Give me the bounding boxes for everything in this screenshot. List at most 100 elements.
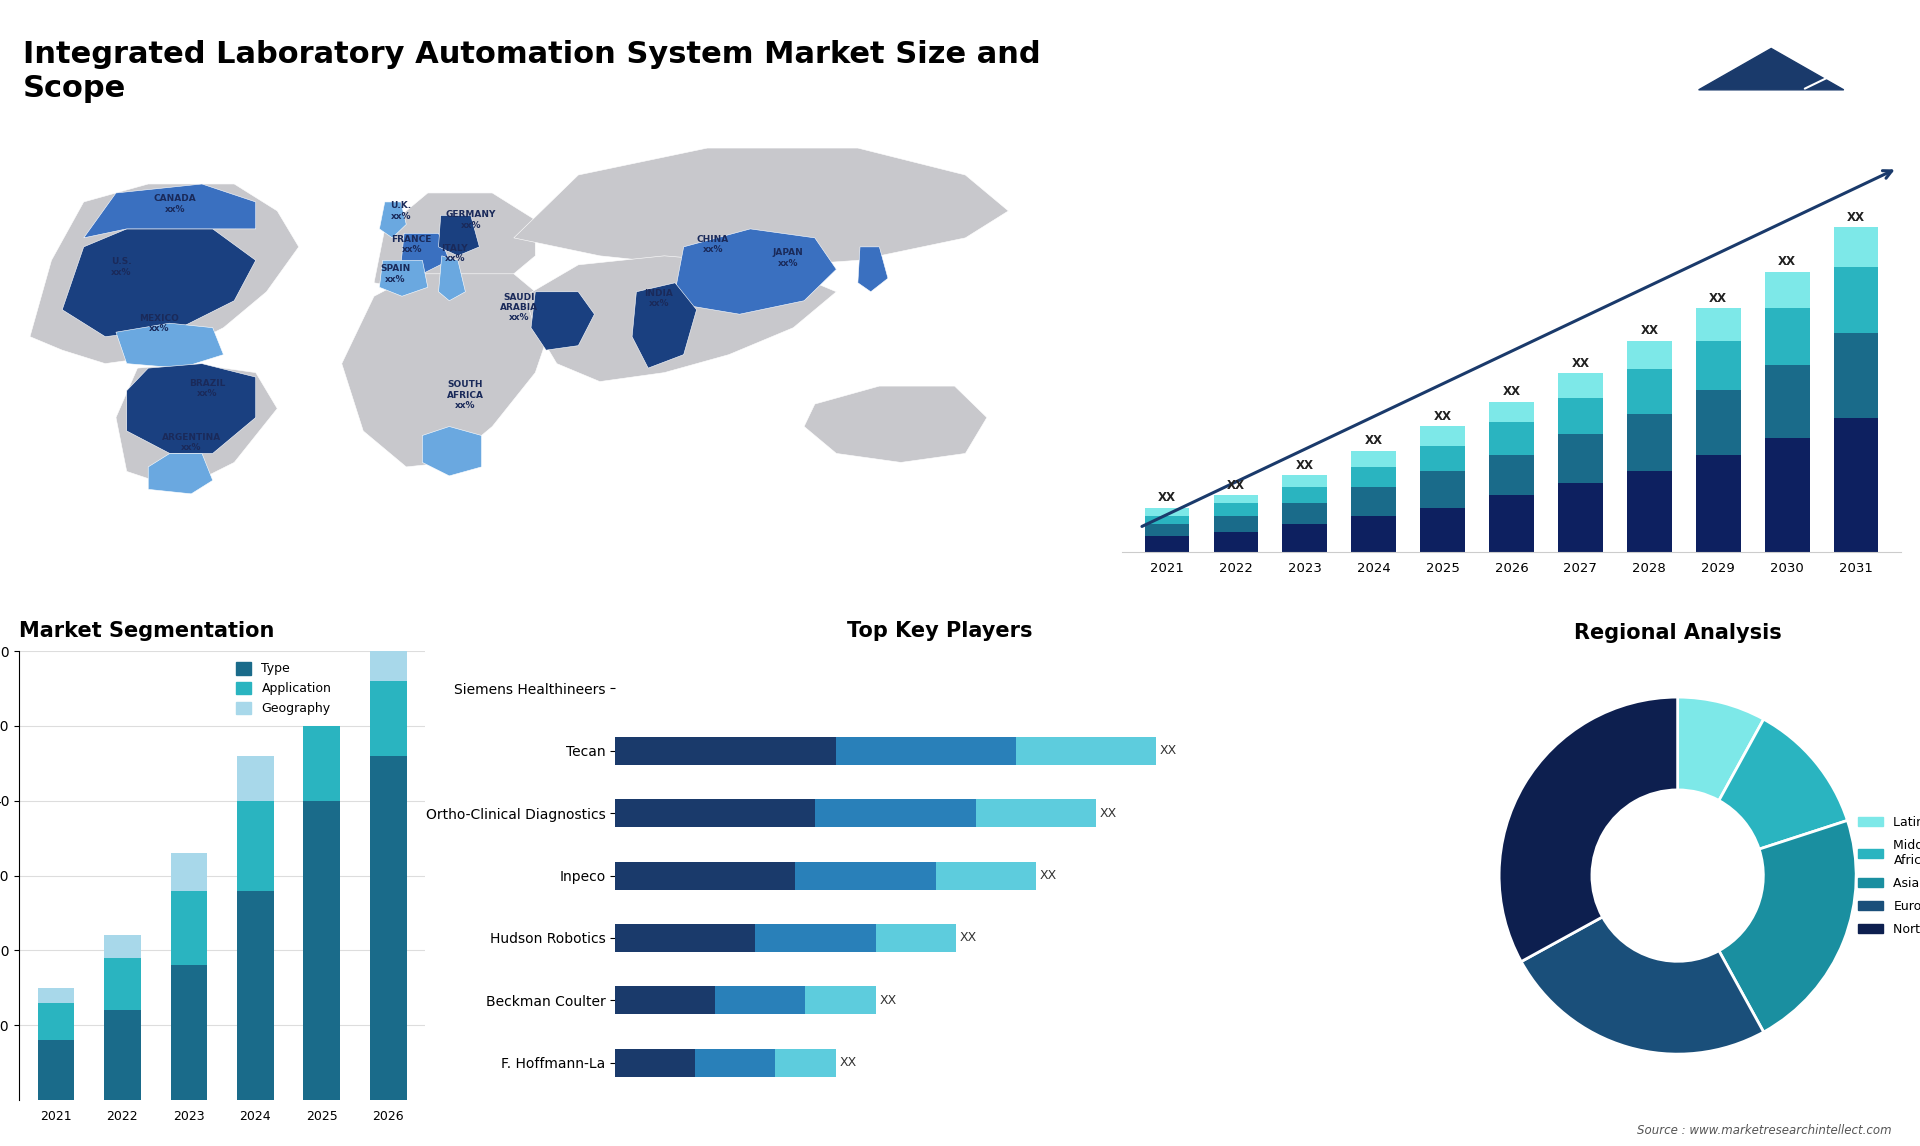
Text: XX: XX bbox=[1158, 492, 1175, 504]
Bar bbox=[1213, 532, 1258, 552]
Bar bbox=[1626, 414, 1672, 471]
Polygon shape bbox=[380, 202, 407, 238]
Bar bbox=[1352, 516, 1396, 552]
Text: XX: XX bbox=[839, 1057, 856, 1069]
Polygon shape bbox=[380, 260, 428, 297]
Bar bbox=[1144, 536, 1188, 552]
Bar bbox=[816, 799, 975, 827]
Bar bbox=[1283, 474, 1327, 487]
Text: XX: XX bbox=[1434, 410, 1452, 423]
Text: XX: XX bbox=[879, 994, 897, 1007]
Bar bbox=[104, 1011, 140, 1100]
Text: XX: XX bbox=[1503, 385, 1521, 399]
Text: BRAZIL
xx%: BRAZIL xx% bbox=[190, 378, 225, 398]
Polygon shape bbox=[148, 454, 213, 494]
Bar bbox=[38, 1003, 75, 1041]
Bar bbox=[1490, 402, 1534, 422]
Bar bbox=[1144, 508, 1188, 516]
Bar bbox=[614, 924, 755, 952]
Bar bbox=[303, 725, 340, 801]
Bar bbox=[1764, 438, 1809, 552]
Bar bbox=[303, 801, 340, 1100]
Bar bbox=[1352, 466, 1396, 487]
Bar bbox=[171, 890, 207, 965]
Bar bbox=[1421, 471, 1465, 508]
Bar bbox=[935, 862, 1037, 889]
Bar bbox=[776, 1049, 835, 1077]
Bar bbox=[1421, 426, 1465, 447]
Polygon shape bbox=[858, 246, 887, 292]
Bar bbox=[1352, 450, 1396, 466]
Wedge shape bbox=[1500, 697, 1678, 961]
Text: XX: XX bbox=[960, 932, 977, 944]
Polygon shape bbox=[401, 234, 449, 274]
Bar bbox=[1144, 524, 1188, 536]
Wedge shape bbox=[1678, 697, 1764, 801]
Bar bbox=[614, 862, 795, 889]
Text: XX: XX bbox=[1296, 458, 1313, 472]
Bar bbox=[236, 801, 273, 890]
Bar bbox=[1834, 227, 1878, 267]
Text: SOUTH
AFRICA
xx%: SOUTH AFRICA xx% bbox=[447, 380, 484, 410]
Bar bbox=[236, 890, 273, 1100]
Polygon shape bbox=[515, 148, 1008, 269]
Polygon shape bbox=[804, 386, 987, 463]
Text: FRANCE
xx%: FRANCE xx% bbox=[392, 235, 432, 254]
Wedge shape bbox=[1718, 720, 1847, 849]
Text: XX: XX bbox=[1709, 292, 1728, 305]
Text: MARKET: MARKET bbox=[1749, 96, 1793, 105]
Polygon shape bbox=[31, 185, 300, 363]
Wedge shape bbox=[1521, 917, 1764, 1054]
Bar bbox=[1557, 434, 1603, 484]
Bar bbox=[1283, 524, 1327, 552]
Bar bbox=[1557, 374, 1603, 398]
Text: Source : www.marketresearchintellect.com: Source : www.marketresearchintellect.com bbox=[1636, 1124, 1891, 1137]
Bar bbox=[876, 924, 956, 952]
Polygon shape bbox=[422, 426, 482, 476]
Text: XX: XX bbox=[1571, 358, 1590, 370]
Polygon shape bbox=[632, 283, 697, 368]
Bar bbox=[1834, 418, 1878, 552]
Bar bbox=[1764, 272, 1809, 308]
Bar bbox=[371, 681, 407, 756]
Bar bbox=[371, 756, 407, 1100]
Text: Integrated Laboratory Automation System Market Size and
Scope: Integrated Laboratory Automation System … bbox=[23, 40, 1041, 103]
Bar bbox=[1283, 503, 1327, 524]
Text: U.S.
xx%: U.S. xx% bbox=[111, 258, 132, 277]
Polygon shape bbox=[676, 229, 837, 314]
Legend: Latin America, Middle East &
Africa, Asia Pacific, Europe, North America: Latin America, Middle East & Africa, Asi… bbox=[1853, 810, 1920, 941]
Polygon shape bbox=[438, 215, 480, 256]
Bar bbox=[171, 965, 207, 1100]
Text: XX: XX bbox=[1041, 869, 1058, 882]
Bar bbox=[1695, 340, 1741, 390]
Bar bbox=[755, 924, 876, 952]
Text: ARGENTINA
xx%: ARGENTINA xx% bbox=[161, 432, 221, 452]
Bar bbox=[1421, 447, 1465, 471]
Bar bbox=[614, 737, 835, 764]
Polygon shape bbox=[374, 193, 536, 297]
Text: INTELLECT: INTELLECT bbox=[1743, 116, 1799, 125]
Bar bbox=[806, 987, 876, 1014]
Text: XX: XX bbox=[1365, 434, 1382, 447]
Text: SPAIN
xx%: SPAIN xx% bbox=[380, 264, 411, 283]
Text: XX: XX bbox=[1160, 745, 1177, 758]
Bar bbox=[1834, 332, 1878, 418]
Text: XX: XX bbox=[1100, 807, 1117, 819]
Text: U.K.
xx%: U.K. xx% bbox=[390, 202, 411, 221]
Bar bbox=[1213, 516, 1258, 532]
Polygon shape bbox=[1699, 48, 1843, 89]
Polygon shape bbox=[1663, 24, 1880, 89]
Bar bbox=[1626, 471, 1672, 552]
Text: Market Segmentation: Market Segmentation bbox=[19, 621, 275, 641]
Bar bbox=[38, 988, 75, 1003]
Bar bbox=[1626, 340, 1672, 369]
Polygon shape bbox=[61, 229, 255, 337]
Bar bbox=[1490, 455, 1534, 495]
Bar bbox=[38, 1041, 75, 1100]
Bar bbox=[171, 853, 207, 890]
Bar bbox=[1695, 308, 1741, 340]
Bar bbox=[1626, 369, 1672, 414]
Bar bbox=[1557, 484, 1603, 552]
Bar bbox=[695, 1049, 776, 1077]
Bar bbox=[614, 987, 716, 1014]
